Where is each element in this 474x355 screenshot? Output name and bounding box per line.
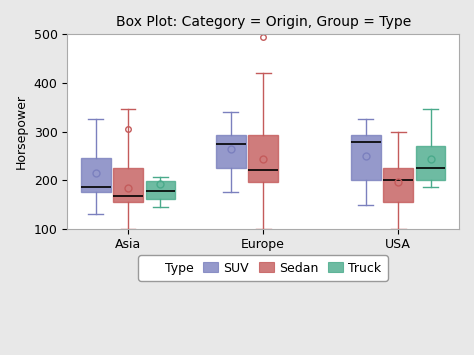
PathPatch shape [113,168,143,202]
PathPatch shape [81,158,110,192]
X-axis label: Origin: Origin [244,257,282,270]
Title: Box Plot: Category = Origin, Group = Type: Box Plot: Category = Origin, Group = Typ… [116,15,411,29]
Y-axis label: Horsepower: Horsepower [15,94,28,169]
PathPatch shape [351,135,381,180]
PathPatch shape [216,135,246,168]
PathPatch shape [416,146,446,180]
Legend: Type, SUV, Sedan, Truck: Type, SUV, Sedan, Truck [138,255,388,281]
PathPatch shape [383,168,413,202]
PathPatch shape [248,135,278,182]
PathPatch shape [146,181,175,198]
